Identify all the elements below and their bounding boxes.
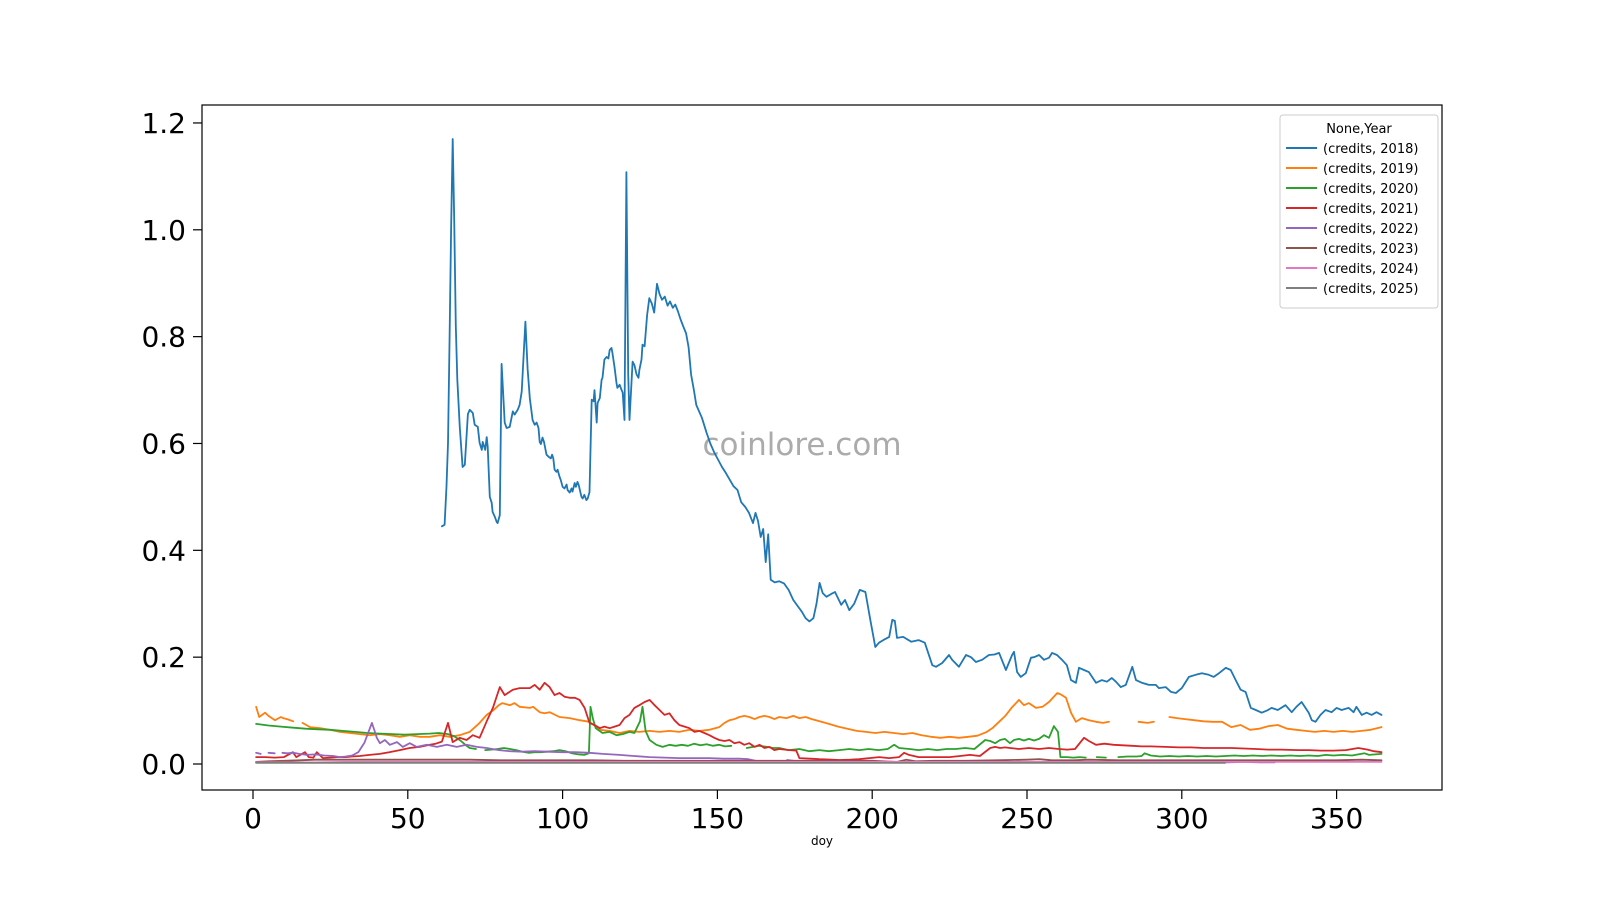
series--credits--2020- bbox=[255, 705, 1383, 759]
series-line bbox=[255, 758, 1383, 763]
series-line bbox=[255, 761, 1383, 764]
legend-label-2023: (credits, 2023) bbox=[1323, 242, 1418, 257]
series-line bbox=[267, 751, 276, 755]
plot-border bbox=[201, 104, 1443, 791]
legend-label-2020: (credits, 2020) bbox=[1323, 182, 1418, 197]
legend-label-2025: (credits, 2025) bbox=[1323, 282, 1418, 297]
x-tick-label: 100 bbox=[536, 802, 589, 835]
y-tick-label: 0.8 bbox=[141, 321, 186, 354]
y-tick-label: 0.6 bbox=[141, 427, 186, 460]
series--credits--2019- bbox=[255, 692, 1383, 739]
legend-label-2019: (credits, 2019) bbox=[1323, 162, 1418, 177]
x-tick-label: 350 bbox=[1310, 802, 1363, 835]
series--credits--2021- bbox=[255, 681, 1383, 761]
y-tick-label: 0.4 bbox=[141, 534, 186, 567]
x-tick-label: 200 bbox=[845, 802, 898, 835]
legend: None,Year bbox=[1279, 114, 1439, 309]
x-tick-label: 250 bbox=[1000, 802, 1053, 835]
y-tick-label: 1.0 bbox=[141, 214, 186, 247]
series-line bbox=[484, 705, 733, 756]
series-line bbox=[1137, 720, 1155, 724]
legend-title: None,Year bbox=[1326, 122, 1392, 137]
series-line bbox=[281, 722, 778, 763]
y-tick-label: 0.2 bbox=[141, 641, 186, 674]
x-tick-label: 300 bbox=[1155, 802, 1208, 835]
series-line bbox=[745, 725, 1087, 759]
legend-label-2024: (credits, 2024) bbox=[1323, 262, 1418, 277]
x-tick-label: 150 bbox=[691, 802, 744, 835]
x-axis-label: doy bbox=[811, 834, 833, 848]
legend-label-2022: (credits, 2022) bbox=[1323, 222, 1418, 237]
series--credits--2024- bbox=[255, 761, 1383, 764]
legend-label-2021: (credits, 2021) bbox=[1323, 202, 1418, 217]
x-tick-label: 0 bbox=[244, 802, 262, 835]
series-line bbox=[301, 692, 1110, 739]
series-line bbox=[255, 681, 1383, 761]
y-tick-label: 0.0 bbox=[141, 748, 186, 781]
series-line bbox=[1168, 716, 1383, 733]
watermark-text: coinlore.com bbox=[702, 427, 901, 463]
legend-label-2018: (credits, 2018) bbox=[1323, 142, 1418, 157]
y-tick-label: 1.2 bbox=[141, 107, 186, 140]
series-line bbox=[440, 138, 1383, 723]
x-tick-label: 50 bbox=[390, 802, 426, 835]
series-line bbox=[1117, 752, 1383, 758]
series-line bbox=[255, 751, 262, 755]
series-line bbox=[1095, 756, 1107, 759]
legend-box bbox=[1279, 114, 1439, 309]
series--credits--2023- bbox=[255, 758, 1383, 763]
series-line bbox=[255, 705, 295, 723]
series--credits--2018- bbox=[440, 138, 1383, 723]
